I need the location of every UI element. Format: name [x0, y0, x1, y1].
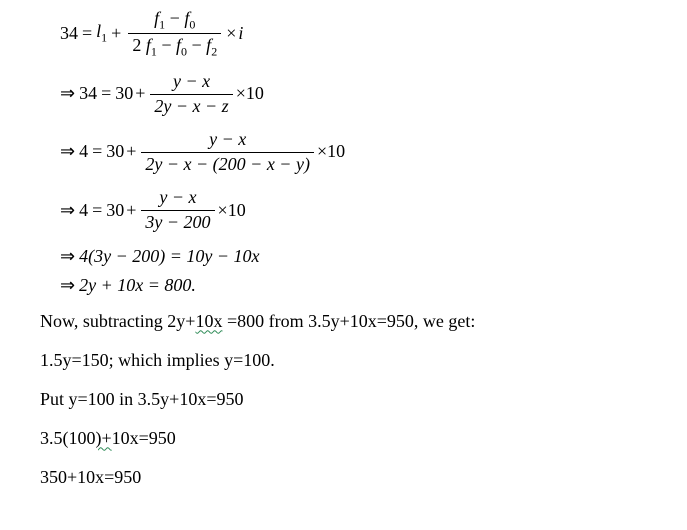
denominator: 2y − x − z — [150, 94, 232, 118]
times-10: ×10 — [236, 83, 264, 105]
equals: = — [101, 83, 111, 105]
numerator: y − x — [155, 187, 200, 210]
math-document: 34 = l1 + f1 − f0 2 f1 − f0 − f2 × i ⇒ 3 — [0, 0, 687, 488]
var-l1: l1 — [96, 21, 107, 45]
lhs-34: 34 — [79, 83, 97, 105]
implies-arrow: ⇒ — [60, 246, 75, 268]
const-30: 30 — [115, 83, 133, 105]
equation-line-6: ⇒ 2y + 10x = 800. — [60, 275, 687, 297]
plus: + — [126, 141, 136, 163]
numerator: f1 − f0 — [150, 8, 199, 33]
equation-line-2: ⇒ 34 = 30 + y − x 2y − x − z ×10 — [60, 71, 687, 117]
denominator: 2 f1 − f0 − f2 — [128, 33, 221, 59]
implies-arrow: ⇒ — [60, 141, 75, 163]
lhs-4: 4 — [79, 141, 88, 163]
plus: + — [126, 200, 136, 222]
equation-body: 2y + 10x = 800. — [79, 275, 196, 297]
text-line-5: 350+10x=950 — [40, 467, 687, 488]
text-line-2: 1.5y=150; which implies y=100. — [40, 350, 687, 371]
times: × — [226, 23, 236, 45]
numerator: y − x — [169, 71, 214, 94]
fraction-3: y − x 2y − x − (200 − x − y) — [141, 129, 314, 175]
denominator: 2y − x − (200 − x − y) — [141, 152, 314, 176]
fraction-1: f1 − f0 2 f1 − f0 − f2 — [128, 8, 221, 59]
wavy-underline: 10x — [195, 311, 222, 331]
text-line-1: Now, subtracting 2y+10x =800 from 3.5y+1… — [40, 311, 687, 332]
const-30: 30 — [106, 141, 124, 163]
equals: = — [82, 23, 92, 45]
lhs-34: 34 — [60, 23, 78, 45]
fraction-4: y − x 3y − 200 — [141, 187, 214, 233]
plus: + — [135, 83, 145, 105]
equals: = — [92, 141, 102, 163]
equation-line-5: ⇒ 4(3y − 200) = 10y − 10x — [60, 246, 687, 268]
equation-line-4: ⇒ 4 = 30 + y − x 3y − 200 ×10 — [60, 187, 687, 233]
times-10: ×10 — [218, 200, 246, 222]
fraction-2: y − x 2y − x − z — [150, 71, 232, 117]
equals: = — [92, 200, 102, 222]
const-30: 30 — [106, 200, 124, 222]
equation-line-3: ⇒ 4 = 30 + y − x 2y − x − (200 − x − y) … — [60, 129, 687, 175]
wavy-underline: )+ — [96, 428, 112, 448]
text-line-4: 3.5(100)+10x=950 — [40, 428, 687, 449]
times-10: ×10 — [317, 141, 345, 163]
lhs-4: 4 — [79, 200, 88, 222]
text-line-3: Put y=100 in 3.5y+10x=950 — [40, 389, 687, 410]
numerator: y − x — [205, 129, 250, 152]
var-i: i — [238, 23, 243, 45]
implies-arrow: ⇒ — [60, 200, 75, 222]
equation-body: 4(3y − 200) = 10y − 10x — [79, 246, 259, 268]
denominator: 3y − 200 — [141, 210, 214, 234]
plus: + — [111, 23, 121, 45]
implies-arrow: ⇒ — [60, 83, 75, 105]
equation-line-1: 34 = l1 + f1 − f0 2 f1 − f0 − f2 × i — [60, 8, 687, 59]
implies-arrow: ⇒ — [60, 275, 75, 297]
